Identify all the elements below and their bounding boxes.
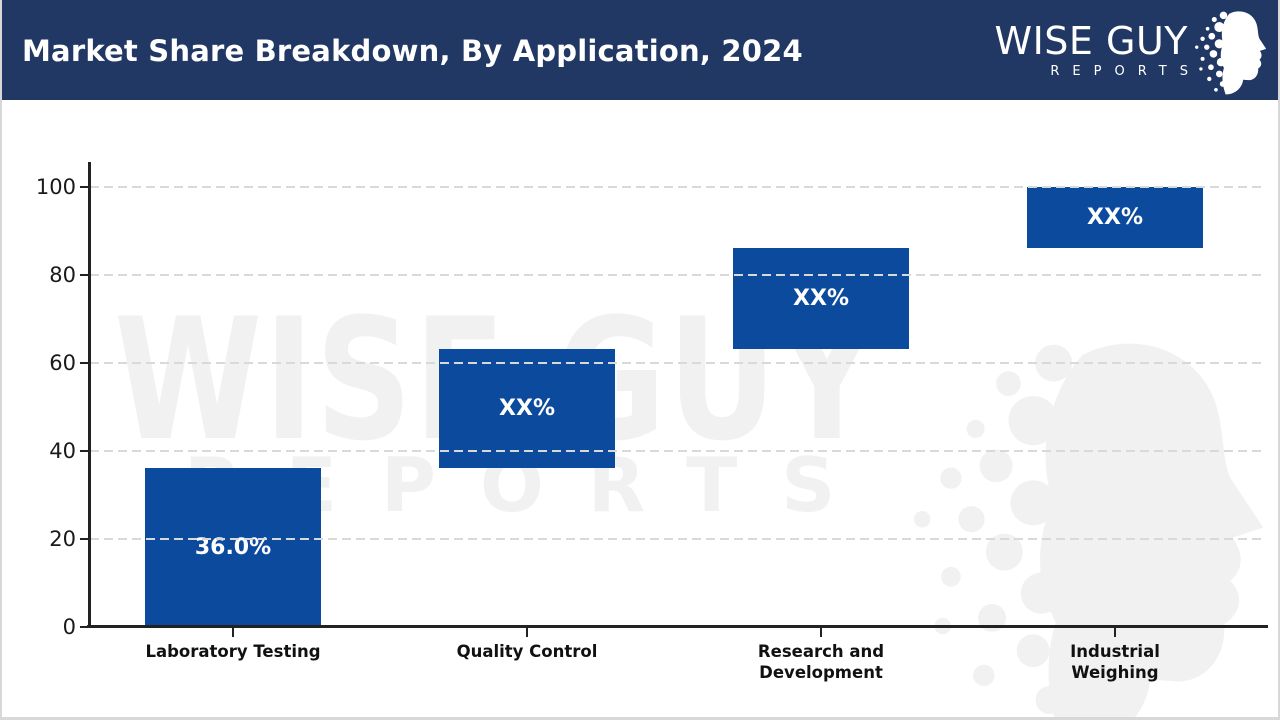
bar-laboratory-testing: 36.0% — [145, 468, 321, 627]
y-tick-mark-80 — [80, 273, 88, 276]
x-tick-label-line: Industrial — [1070, 642, 1160, 661]
x-tick-label-0: Laboratory Testing — [118, 641, 348, 662]
header: Market Share Breakdown, By Application, … — [2, 0, 1278, 100]
bar-value-label: XX% — [793, 286, 849, 312]
y-tick-mark-60 — [80, 361, 88, 364]
y-tick-label-40: 40 — [49, 438, 76, 463]
x-tick-label-line: Research and — [757, 642, 885, 661]
y-tick-mark-0 — [80, 625, 88, 628]
x-tick-label-line: Quality Control — [456, 642, 598, 661]
logo-sub: REPORTS — [1050, 64, 1201, 79]
x-tick-label-line: Laboratory Testing — [145, 642, 321, 661]
x-tick-mark-0 — [232, 628, 234, 637]
x-tick-mark-1 — [526, 628, 528, 637]
gridline-80 — [90, 273, 1264, 276]
bar-quality-control: XX% — [439, 349, 615, 469]
bar-industrial-weighing: XX% — [1027, 186, 1203, 249]
chart-area: WISE GUY REPORTS 0 20 40 60 80 100 36.0% Labora… — [2, 100, 1278, 717]
x-tick-label-2: Research and Development — [706, 641, 936, 683]
y-tick-label-100: 100 — [35, 174, 76, 199]
x-tick-label-3: Industrial Weighing — [1000, 641, 1230, 683]
y-tick-label-60: 60 — [49, 350, 76, 375]
y-tick-mark-100 — [80, 185, 88, 188]
x-tick-label-1: Quality Control — [412, 641, 642, 662]
y-tick-label-20: 20 — [49, 526, 76, 551]
y-tick-mark-20 — [80, 537, 88, 540]
bar-value-label: XX% — [499, 396, 555, 422]
logo-text: WISE GUY REPORTS — [995, 22, 1188, 78]
bar-value-label: XX% — [1087, 204, 1143, 230]
bar-research-and-development: XX% — [733, 248, 909, 350]
wise-guy-face-icon — [1182, 7, 1270, 99]
y-tick-label-80: 80 — [49, 262, 76, 287]
gridline-100 — [90, 185, 1264, 188]
y-axis — [88, 162, 91, 628]
wise-guy-logo: WISE GUY REPORTS — [995, 4, 1272, 99]
x-tick-label-line: Weighing — [1071, 663, 1159, 682]
x-tick-label-line: Development — [759, 663, 883, 682]
gridline-60 — [90, 361, 1264, 364]
page-title: Market Share Breakdown, By Application, … — [22, 34, 803, 68]
gridline-40 — [90, 449, 1264, 452]
gridline-20 — [90, 537, 1264, 540]
x-axis — [87, 625, 1268, 628]
x-tick-mark-2 — [820, 628, 822, 637]
x-tick-mark-3 — [1114, 628, 1116, 637]
y-tick-mark-40 — [80, 449, 88, 452]
y-tick-label-0: 0 — [62, 614, 76, 639]
logo-name: WISE GUY — [994, 19, 1188, 63]
